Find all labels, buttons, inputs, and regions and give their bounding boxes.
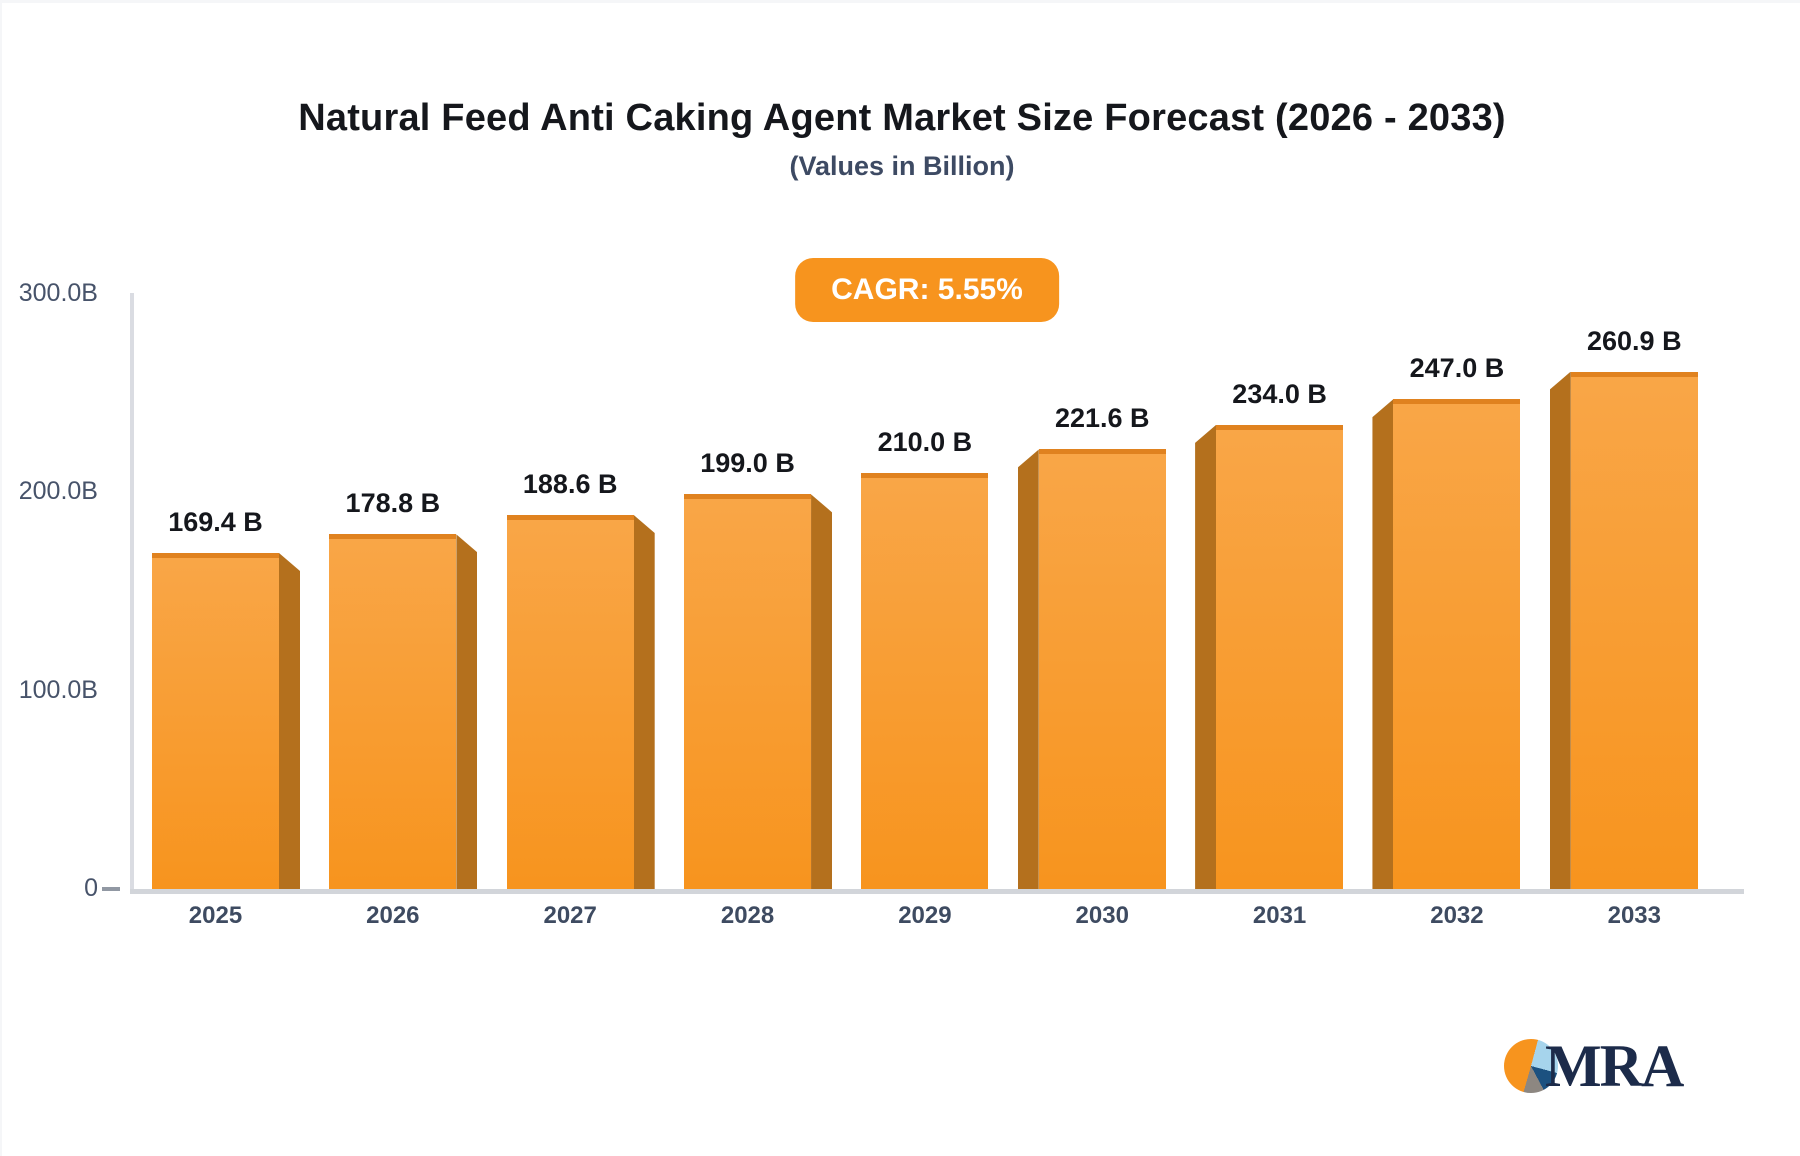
x-axis-label-2032: 2032 (1430, 902, 1484, 929)
bar-2031-3d-side (1195, 424, 1217, 889)
y-tick-label-300.0B: 300.0B (18, 279, 98, 307)
bar-2033 (1570, 371, 1698, 889)
x-axis-label-2025: 2025 (188, 902, 243, 929)
pie-chart-logo-icon (1504, 1039, 1558, 1093)
bar-value-label-2027: 188.6 B (522, 468, 618, 499)
bar-value-label-2029: 210.0 B (877, 426, 973, 457)
bar-2030 (1038, 449, 1166, 889)
bar-2027-3d-side (633, 514, 655, 889)
x-axis-label-2027: 2027 (543, 902, 597, 929)
bar-2033-3d-side (1549, 371, 1571, 889)
bar-2032 (1393, 399, 1521, 889)
y-tick-label-200.0B: 200.0B (18, 477, 98, 506)
bar-2028-3d-side (811, 494, 833, 889)
bar-2032-3d-side (1372, 399, 1394, 889)
y-tick-label-0: 0 (84, 874, 98, 902)
x-axis-label-2031: 2031 (1252, 902, 1307, 929)
bar-value-label-2030: 221.6 B (1054, 403, 1150, 434)
bar-2027 (506, 514, 634, 889)
x-axis-label-2028: 2028 (720, 902, 775, 929)
bar-value-label-2033: 260.9 B (1587, 325, 1682, 356)
bar-value-label-2026: 178.8 B (345, 488, 441, 519)
bar-2030-3d-side (1017, 449, 1039, 889)
bar-value-label-2031: 234.0 B (1232, 378, 1327, 409)
bar-2031 (1216, 424, 1344, 889)
zero-tick-mark (102, 887, 120, 891)
brand-logo-text: MRA (1545, 1033, 1684, 1099)
bar-2025 (152, 553, 279, 889)
y-tick-label-100.0B: 100.0B (18, 675, 98, 704)
x-axis-label-2033: 2033 (1607, 902, 1661, 929)
chart-title: Natural Feed Anti Caking Agent Market Si… (298, 97, 1506, 139)
bar-value-label-2025: 169.4 B (168, 507, 263, 538)
bar-2029 (861, 472, 989, 889)
bar-value-label-2028: 199.0 B (700, 448, 795, 479)
y-axis-line (130, 293, 134, 889)
bar-2028 (684, 494, 812, 889)
brand-logo: MRA (1504, 1033, 1684, 1099)
cagr-badge: CAGR: 5.55% (795, 258, 1059, 322)
bar-value-label-2032: 247.0 B (1409, 353, 1505, 384)
x-axis-line (130, 889, 1744, 894)
x-axis-label-2030: 2030 (1075, 902, 1129, 929)
bar-2026-3d-side (456, 534, 478, 889)
bar-2025-3d-side (279, 553, 300, 889)
x-axis-label-2029: 2029 (898, 902, 952, 929)
x-axis-label-2026: 2026 (366, 902, 420, 929)
chart-subtitle: (Values in Billion) (789, 151, 1015, 181)
bar-2026 (329, 534, 457, 889)
